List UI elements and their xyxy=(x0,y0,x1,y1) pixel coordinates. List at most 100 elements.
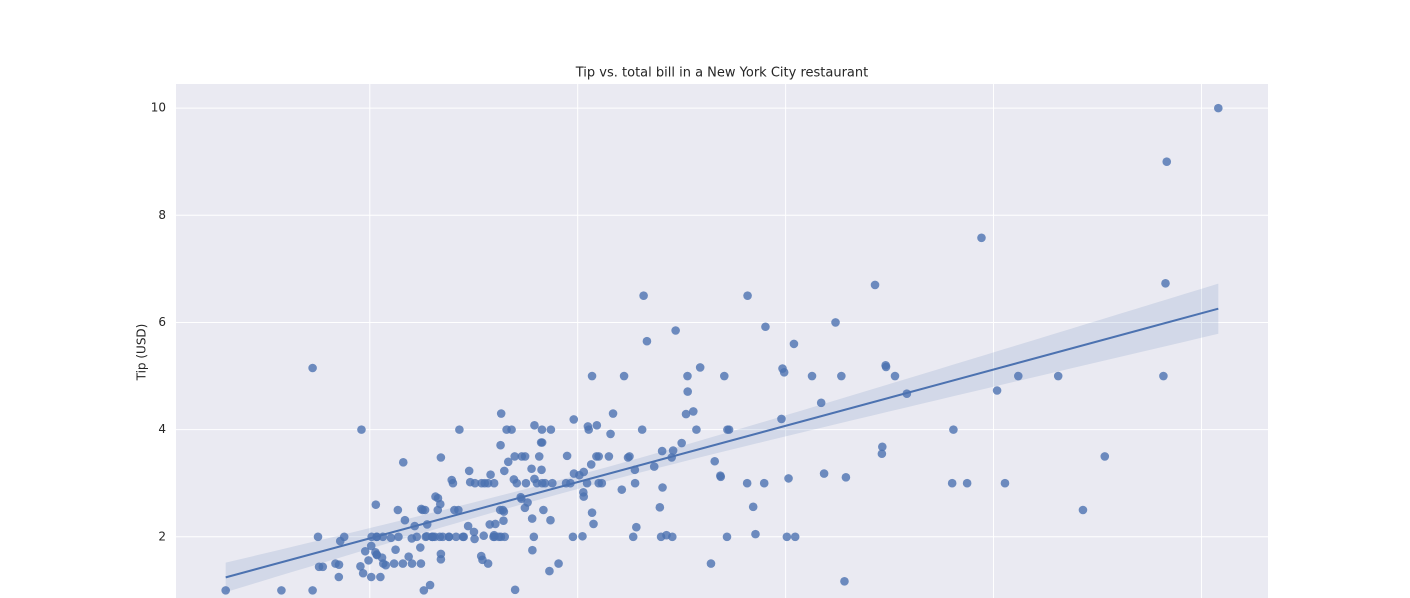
scatter-point xyxy=(628,532,638,542)
scatter-point xyxy=(394,532,403,542)
scatter-point xyxy=(536,438,546,447)
scatter-point xyxy=(398,458,408,467)
scatter-point xyxy=(841,473,851,482)
scatter-point xyxy=(416,559,426,568)
scatter-point xyxy=(671,326,680,335)
scatter-point xyxy=(412,532,422,542)
scatter-point xyxy=(530,421,539,430)
scatter-point xyxy=(748,502,758,512)
scatter-point xyxy=(657,446,667,456)
scatter-point xyxy=(400,515,410,525)
scatter-point xyxy=(562,451,572,461)
scatter-point xyxy=(586,460,596,469)
scatter-point xyxy=(502,425,511,434)
scatter-point xyxy=(831,318,840,327)
chart-title: Tip vs. total bill in a New York City re… xyxy=(575,66,868,81)
scatter-point xyxy=(710,456,720,466)
scatter-point xyxy=(878,442,887,452)
scatter-point xyxy=(658,483,667,492)
scatter-point xyxy=(1078,505,1088,515)
scatter-point xyxy=(464,466,474,476)
scatter-point xyxy=(486,470,495,479)
scatter-point xyxy=(742,478,752,488)
scatter-point xyxy=(589,519,598,529)
scatter-point xyxy=(448,478,458,488)
y-tick-label: 6 xyxy=(158,315,166,329)
scatter-point xyxy=(719,371,729,381)
scatter-point xyxy=(527,464,536,474)
scatter-point xyxy=(510,452,520,461)
scatter-point xyxy=(548,478,557,488)
scatter-point xyxy=(579,488,588,497)
scatter-point xyxy=(617,485,627,494)
scatter-point xyxy=(516,492,526,502)
scatter-point xyxy=(386,533,396,543)
scatter-point xyxy=(463,521,473,531)
y-tick-label: 10 xyxy=(151,101,166,115)
scatter-point xyxy=(668,446,678,455)
scatter-point xyxy=(221,586,230,595)
scatter-point xyxy=(575,470,584,480)
scatter-point xyxy=(491,519,500,529)
scatter-point xyxy=(819,469,829,478)
scatter-point xyxy=(724,425,734,434)
scatter-point xyxy=(378,532,388,542)
scatter-point xyxy=(568,532,578,542)
scatter-point xyxy=(364,556,373,565)
scatter-point xyxy=(789,339,799,349)
scatter-point xyxy=(649,462,659,471)
scatter-point xyxy=(837,371,846,381)
scatter-point xyxy=(761,322,770,332)
scatter-point xyxy=(376,572,385,582)
scatter-point xyxy=(489,478,499,488)
scatter-point xyxy=(681,409,691,419)
scatter-point xyxy=(790,532,800,542)
scatter-point xyxy=(433,505,443,515)
scatter-point xyxy=(840,576,849,586)
regression-line xyxy=(225,307,1219,579)
scatter-point xyxy=(594,478,604,488)
scatter-point xyxy=(604,452,614,461)
scatter-point xyxy=(357,425,366,434)
scatter-point xyxy=(410,521,419,531)
scatter-point xyxy=(1013,371,1023,381)
scatter-point xyxy=(438,532,448,542)
scatter-point xyxy=(494,532,504,542)
scatter-point xyxy=(528,545,537,555)
y-tick-label: 4 xyxy=(158,422,166,436)
scatter-point xyxy=(393,505,403,515)
scatter-point xyxy=(587,371,597,381)
scatter-point xyxy=(569,415,579,424)
scatter-point xyxy=(436,453,446,462)
scatter-point xyxy=(677,438,686,448)
scatter-point xyxy=(422,520,432,529)
scatter-point xyxy=(377,553,387,562)
scatter-point xyxy=(499,516,508,526)
scatter-point xyxy=(381,560,391,570)
scatter-point xyxy=(416,543,425,552)
scatter-point xyxy=(1214,103,1223,113)
scatter-point xyxy=(500,466,509,476)
scatter-point xyxy=(419,586,429,595)
scatter-point xyxy=(277,586,286,595)
scatter-point xyxy=(716,471,725,481)
scatter-point xyxy=(510,585,520,595)
scatter-point xyxy=(520,452,530,461)
scatter-point xyxy=(546,515,555,525)
scatter-point xyxy=(366,572,376,582)
scatter-point xyxy=(503,457,513,467)
scatter-point xyxy=(527,514,537,523)
scatter-point xyxy=(655,503,665,512)
scatter-point xyxy=(470,534,479,544)
scatter-point xyxy=(546,425,556,434)
y-tick-label: 2 xyxy=(158,529,166,543)
scatter-point xyxy=(496,409,506,418)
scatter-point xyxy=(356,561,365,571)
scatter-point xyxy=(404,552,413,561)
scatter-point xyxy=(759,478,769,488)
scatter-point xyxy=(606,429,615,439)
scatter-point xyxy=(637,425,647,434)
scatter-point xyxy=(389,559,399,568)
